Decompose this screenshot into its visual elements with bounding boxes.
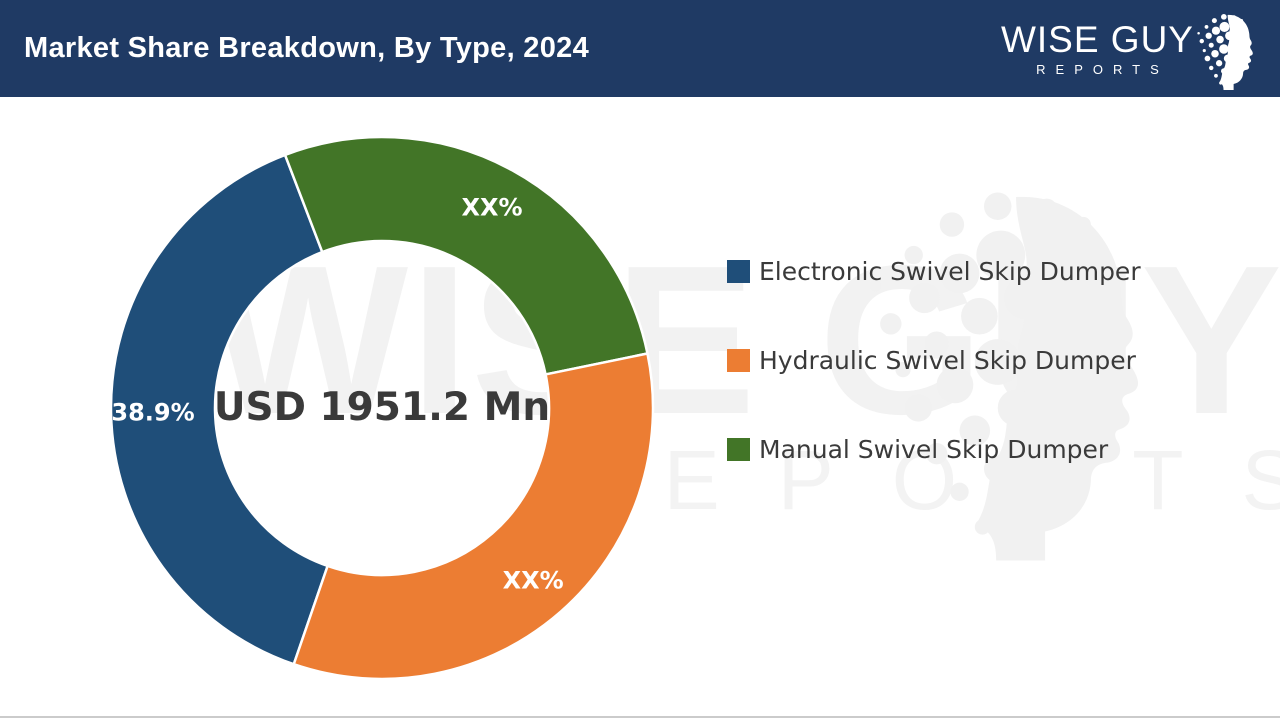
legend-swatch-hydraulic — [727, 348, 750, 372]
donut-chart: 38.9% XX% XX% — [109, 135, 655, 681]
segment-percent-label: 38.9% — [111, 398, 194, 426]
header-bar: Market Share Breakdown, By Type, 2024 WI… — [0, 0, 1280, 97]
segment-percent-label: XX% — [503, 566, 564, 594]
donut-segment-1 — [283, 135, 649, 376]
logo-text: WISE GUY REPORTS — [1001, 21, 1194, 77]
bottom-divider — [0, 716, 1280, 718]
donut-segment-0 — [109, 153, 329, 666]
legend-item-manual: Manual Swivel Skip Dumper — [727, 434, 1141, 464]
chart-legend: Electronic Swivel Skip Dumper Hydraulic … — [727, 256, 1141, 525]
wise-guy-logo: WISE GUY REPORTS — [1001, 8, 1262, 90]
donut-segment-2 — [292, 352, 655, 681]
logo-wordmark: WISE GUY — [1000, 18, 1194, 60]
legend-item-hydraulic: Hydraulic Swivel Skip Dumper — [727, 345, 1141, 375]
legend-label: Manual Swivel Skip Dumper — [759, 434, 1109, 464]
legend-swatch-electronic — [727, 259, 750, 283]
wise-guy-face-icon — [1192, 8, 1262, 90]
legend-swatch-manual — [727, 437, 750, 461]
legend-label: Electronic Swivel Skip Dumper — [759, 256, 1141, 286]
legend-label: Hydraulic Swivel Skip Dumper — [759, 345, 1136, 375]
legend-item-electronic: Electronic Swivel Skip Dumper — [727, 256, 1141, 286]
chart-center-value: USD 1951.2 Mn — [213, 385, 551, 430]
page-title: Market Share Breakdown, By Type, 2024 — [24, 32, 590, 64]
logo-subtitle: REPORTS — [1036, 61, 1169, 77]
watermark-subtitle: REPORTS — [545, 433, 1280, 527]
segment-percent-label: XX% — [462, 194, 523, 222]
